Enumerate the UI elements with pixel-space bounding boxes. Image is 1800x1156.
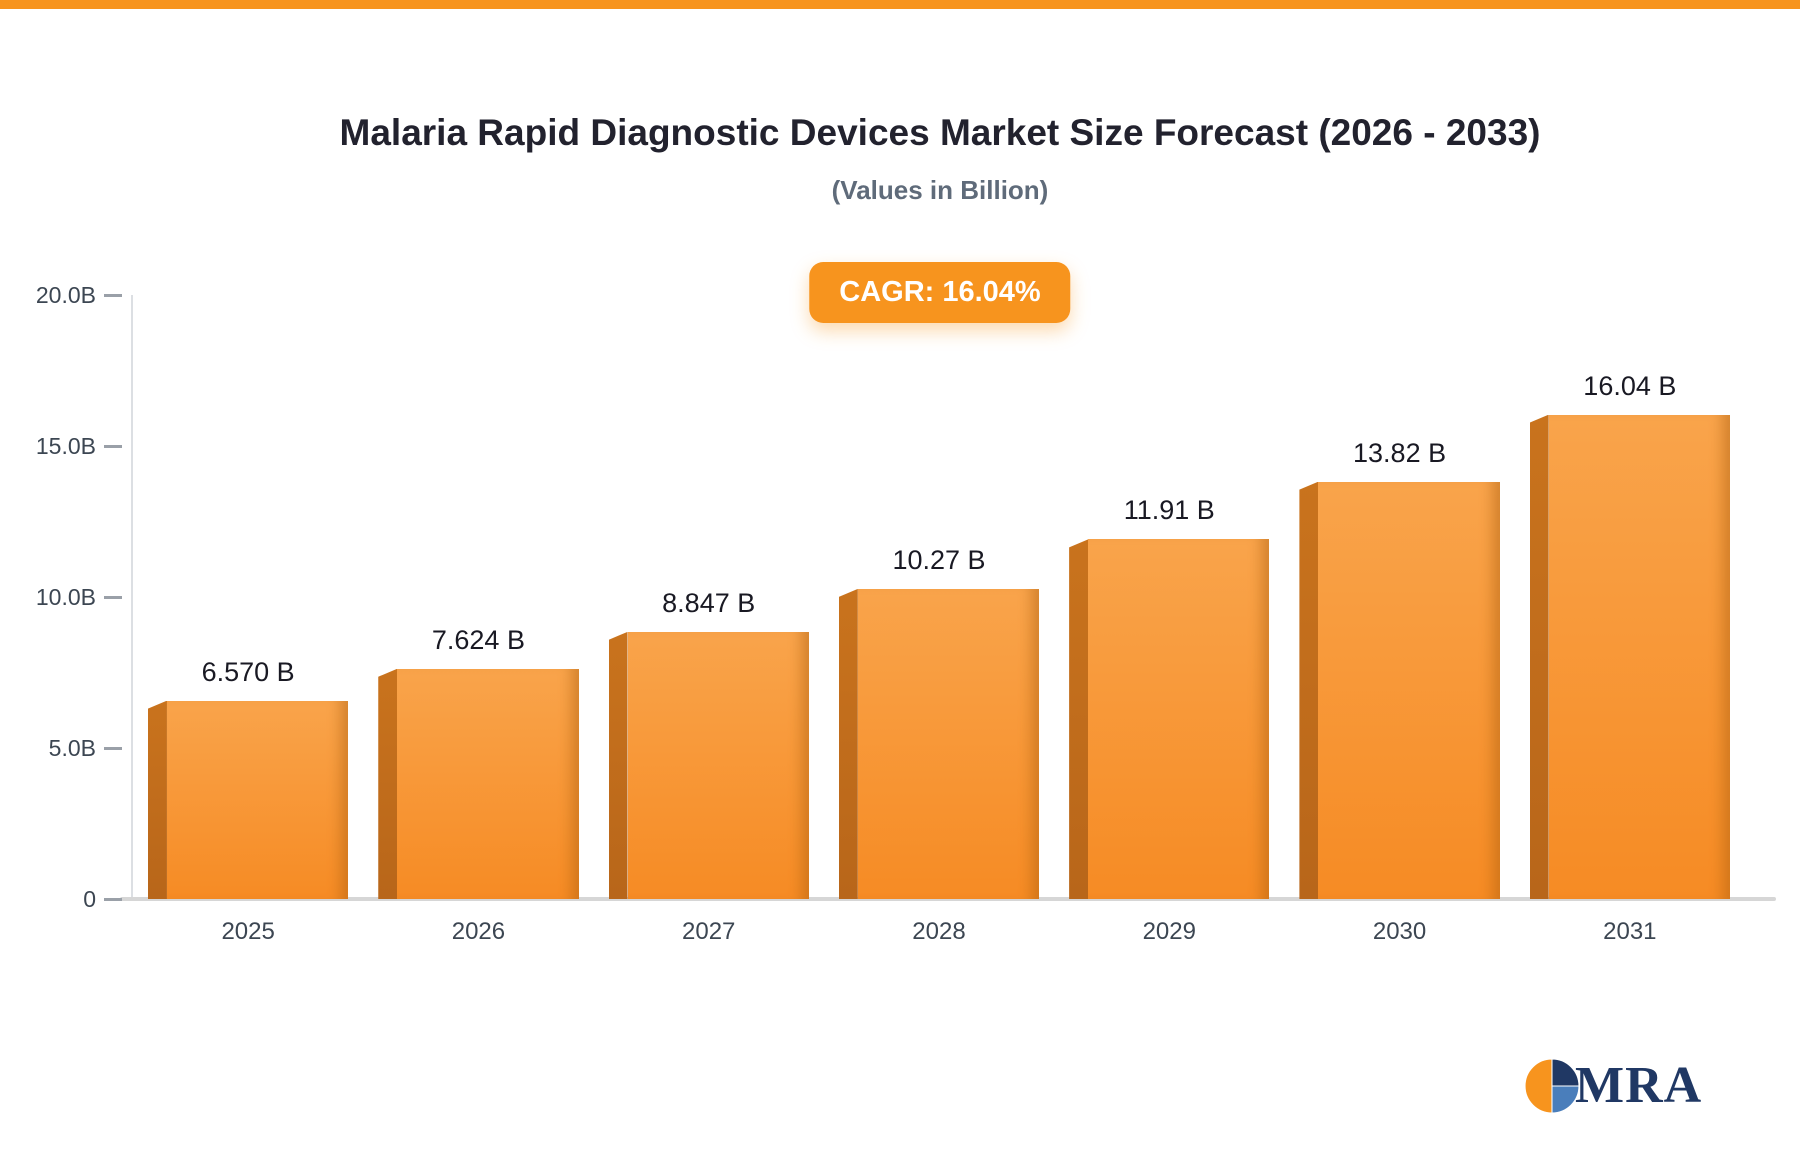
bar-side-face bbox=[378, 668, 398, 899]
y-axis-tick-mark bbox=[104, 898, 122, 901]
x-axis-category-label: 2026 bbox=[451, 918, 506, 945]
bar-value-label: 6.570 B bbox=[201, 656, 295, 687]
bar bbox=[378, 668, 579, 899]
bar-value-label: 13.82 B bbox=[1353, 437, 1447, 468]
bar bbox=[1299, 481, 1500, 899]
mra-logo: MRA bbox=[1524, 1056, 1702, 1115]
bar-side-face bbox=[147, 700, 167, 899]
x-axis-category-label: 2030 bbox=[1372, 918, 1427, 945]
bar-side-face bbox=[1299, 481, 1319, 899]
x-axis-category-label: 2025 bbox=[221, 918, 275, 945]
bar-front-face bbox=[166, 700, 349, 899]
bar-front-face bbox=[397, 668, 579, 899]
y-axis-tick-mark bbox=[104, 747, 122, 750]
y-axis-tick-mark bbox=[104, 294, 122, 297]
mra-logo-text: MRA bbox=[1575, 1057, 1703, 1114]
bar bbox=[147, 700, 349, 899]
y-axis-tick-mark bbox=[104, 596, 122, 599]
bar-side-face bbox=[838, 588, 858, 899]
bar-front-face bbox=[857, 588, 1040, 899]
bar-value-label: 8.847 B bbox=[662, 587, 756, 618]
mra-logo-icon bbox=[1524, 1058, 1580, 1113]
bar bbox=[838, 588, 1040, 899]
cagr-badge: CAGR: 16.04% bbox=[809, 262, 1071, 323]
bar-front-face bbox=[1318, 481, 1500, 899]
y-axis-tick-label: 0 bbox=[83, 886, 96, 912]
bar-value-label: 7.624 B bbox=[431, 624, 525, 655]
x-axis-category-label: 2029 bbox=[1142, 918, 1196, 945]
top-accent-strip bbox=[0, 0, 1800, 9]
bar bbox=[1529, 414, 1731, 899]
bar-value-label: 10.27 B bbox=[892, 544, 986, 575]
y-axis-tick-label: 15.0B bbox=[35, 433, 96, 459]
x-axis-category-label: 2031 bbox=[1603, 918, 1657, 945]
chart-subtitle: (Values in Billion) bbox=[831, 175, 1049, 205]
y-axis-tick-label: 10.0B bbox=[35, 584, 96, 610]
bar-front-face bbox=[1088, 539, 1270, 899]
bar-front-face bbox=[1548, 414, 1731, 899]
x-axis-category-label: 2027 bbox=[682, 918, 736, 945]
y-axis-tick-mark bbox=[104, 445, 122, 448]
x-axis-baseline bbox=[120, 897, 1776, 901]
chart-title: Malaria Rapid Diagnostic Devices Market … bbox=[339, 112, 1541, 153]
y-axis-tick-label: 20.0B bbox=[35, 282, 96, 308]
bar bbox=[608, 631, 809, 899]
bar-value-label: 11.91 B bbox=[1123, 495, 1215, 526]
bar-value-label: 16.04 B bbox=[1583, 370, 1677, 401]
bar bbox=[1069, 539, 1270, 899]
y-axis-line bbox=[131, 295, 133, 899]
y-axis-tick-label: 5.0B bbox=[48, 735, 96, 761]
bar-front-face bbox=[627, 631, 809, 899]
bar-side-face bbox=[1529, 414, 1549, 899]
x-axis-category-label: 2028 bbox=[912, 918, 966, 945]
bar-side-face bbox=[1069, 539, 1089, 899]
bar-side-face bbox=[608, 631, 628, 899]
